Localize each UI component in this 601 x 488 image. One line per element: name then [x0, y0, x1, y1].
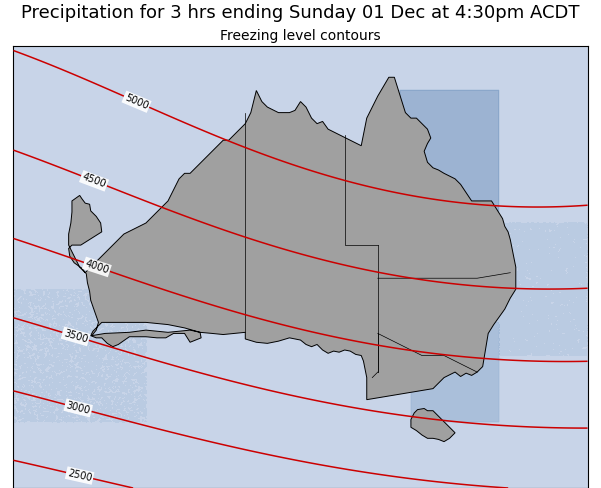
- Polygon shape: [411, 408, 455, 442]
- Text: Precipitation for 3 hrs ending Sunday 01 Dec at 4:30pm ACDT: Precipitation for 3 hrs ending Sunday 01…: [21, 4, 580, 22]
- Text: Freezing level contours: Freezing level contours: [220, 29, 381, 43]
- Text: 4500: 4500: [81, 172, 108, 190]
- Text: 2500: 2500: [67, 468, 93, 483]
- Text: 4000: 4000: [84, 258, 110, 276]
- Text: 3500: 3500: [63, 328, 89, 345]
- Text: 5000: 5000: [123, 92, 150, 111]
- Text: 3000: 3000: [65, 400, 91, 416]
- Polygon shape: [69, 77, 516, 400]
